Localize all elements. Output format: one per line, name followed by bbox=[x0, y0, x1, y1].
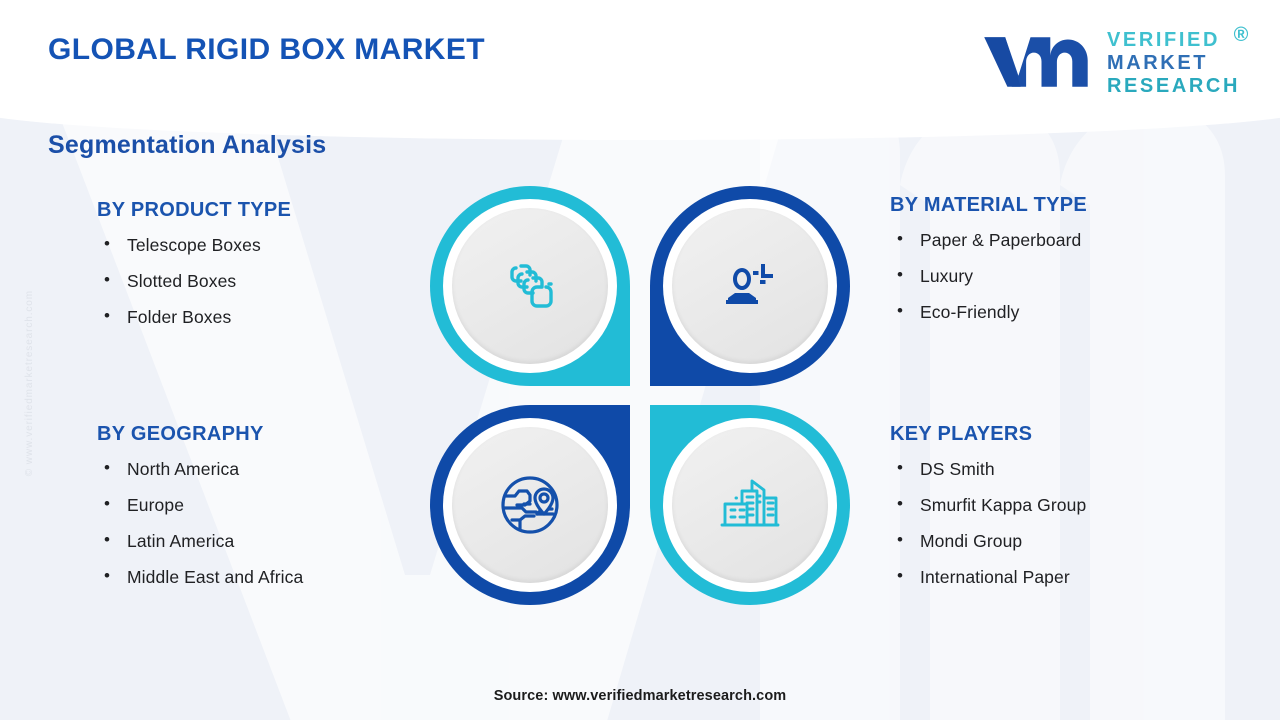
side-watermark-text: © www.verifiedmarketresearch.com bbox=[24, 290, 35, 477]
block-title-material-type: BY MATERIAL TYPE bbox=[890, 194, 1088, 216]
registered-trademark-icon: ® bbox=[1233, 24, 1251, 46]
list-item: Mondi Group bbox=[890, 530, 1086, 552]
list-item: Telescope Boxes bbox=[97, 234, 291, 256]
block-title-key-players: KEY PLAYERS bbox=[890, 423, 1033, 445]
list-item: Slotted Boxes bbox=[97, 270, 291, 292]
list-item: Luxury bbox=[890, 265, 1087, 287]
user-plus-icon bbox=[726, 264, 773, 304]
logo-line-verified: VERIFIED ® bbox=[1106, 24, 1251, 51]
medallion-product-type bbox=[430, 186, 630, 386]
block-title-product-type: BY PRODUCT TYPE bbox=[97, 199, 292, 221]
brand-logo[interactable]: VERIFIED ® MARKET RESEARCH bbox=[981, 24, 1251, 97]
globe-location-pin-icon bbox=[501, 476, 559, 534]
bullet-list-geography: North America Europe Latin America Middl… bbox=[97, 458, 303, 588]
list-item: DS Smith bbox=[890, 458, 1086, 480]
segment-block-product-type: BY PRODUCT TYPE Telescope Boxes Slotted … bbox=[97, 199, 291, 328]
page-title: GLOBAL RIGID BOX MARKET bbox=[48, 33, 485, 66]
segment-block-key-players: KEY PLAYERS DS Smith Smurfit Kappa Group… bbox=[890, 423, 1086, 588]
page-header: GLOBAL RIGID BOX MARKET VERIFIED ® MARKET… bbox=[0, 0, 1280, 113]
segment-block-geography: BY GEOGRAPHY North America Europe Latin … bbox=[97, 423, 303, 588]
list-item: Eco-Friendly bbox=[890, 301, 1087, 323]
list-item: Smurfit Kappa Group bbox=[890, 494, 1086, 516]
medallion-material-type bbox=[650, 186, 850, 386]
medallion-disc bbox=[452, 427, 608, 583]
segmentation-analysis-heading: Segmentation Analysis bbox=[48, 131, 327, 159]
logo-line-research: RESEARCH bbox=[1106, 75, 1240, 97]
medallion-key-players bbox=[650, 405, 850, 605]
list-item: Middle East and Africa bbox=[97, 566, 303, 588]
bullet-list-key-players: DS Smith Smurfit Kappa Group Mondi Group… bbox=[890, 458, 1086, 588]
vm-logo-mark bbox=[984, 37, 1088, 87]
list-item: Paper & Paperboard bbox=[890, 229, 1087, 251]
medallion-geography bbox=[430, 405, 630, 605]
logo-line-market: MARKET bbox=[1106, 52, 1209, 74]
segment-block-material-type: BY MATERIAL TYPE Paper & Paperboard Luxu… bbox=[890, 194, 1087, 323]
logo-wordmark: VERIFIED ® MARKET RESEARCH bbox=[1106, 24, 1251, 97]
list-item: North America bbox=[97, 458, 303, 480]
city-buildings-icon bbox=[720, 479, 780, 527]
layers-stack-icon bbox=[510, 264, 553, 308]
medallion-disc bbox=[452, 208, 608, 364]
source-attribution: Source: www.verifiedmarketresearch.com bbox=[493, 688, 787, 704]
block-title-geography: BY GEOGRAPHY bbox=[97, 423, 264, 445]
list-item: Folder Boxes bbox=[97, 306, 291, 328]
list-item: Latin America bbox=[97, 530, 303, 552]
bullet-list-product-type: Telescope Boxes Slotted Boxes Folder Box… bbox=[97, 234, 291, 328]
list-item: International Paper bbox=[890, 566, 1086, 588]
bullet-list-material-type: Paper & Paperboard Luxury Eco-Friendly bbox=[890, 229, 1087, 323]
list-item: Europe bbox=[97, 494, 303, 516]
medallion-disc bbox=[672, 427, 828, 583]
medallion-disc bbox=[672, 208, 828, 364]
